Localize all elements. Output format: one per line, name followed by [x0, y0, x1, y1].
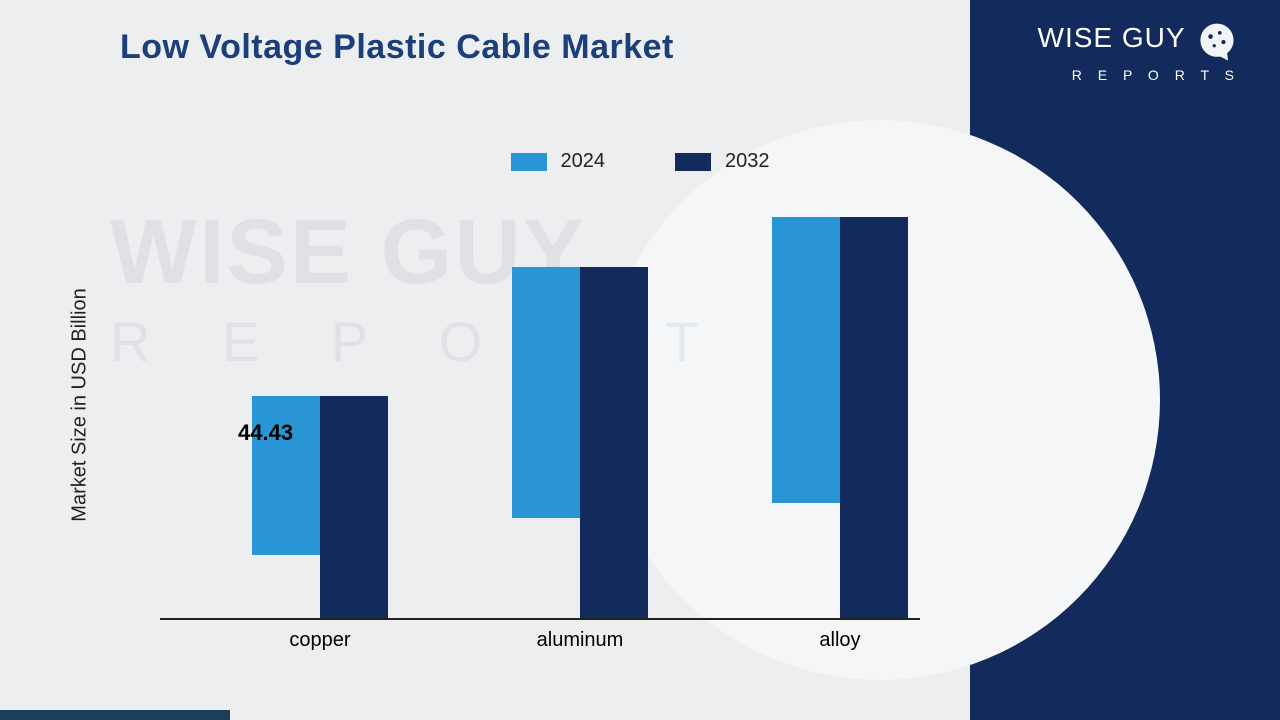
legend-label-2024: 2024 [561, 150, 606, 173]
chart-canvas: WISE GUY R E P O R T S Low Voltage Plast… [0, 0, 1280, 720]
brand-logo: WISE GUY R E P O R T S [1038, 20, 1240, 83]
x-label-copper: copper [230, 629, 410, 652]
bar-aluminum-2024 [512, 267, 580, 518]
brand-line1: WISE GUY [1038, 22, 1186, 53]
y-axis-label: Market Size in USD Billion [69, 288, 92, 521]
chart-area: Market Size in USD Billion copperaluminu… [100, 190, 920, 660]
legend-item-2024: 2024 [511, 150, 606, 173]
brand-line2: R E P O R T S [1038, 68, 1240, 83]
legend: 2024 2032 [0, 150, 1280, 173]
bar-group-aluminum: aluminum [490, 267, 670, 618]
legend-swatch-2032 [675, 153, 711, 171]
x-label-alloy: alloy [750, 629, 930, 652]
value-callout: 44.43 [238, 420, 293, 446]
plot-area: copperaluminumalloy44.43 [160, 190, 920, 620]
bar-alloy-2024 [772, 217, 840, 504]
legend-item-2032: 2032 [675, 150, 770, 173]
legend-swatch-2024 [511, 153, 547, 171]
legend-label-2032: 2032 [725, 150, 770, 173]
chart-title: Low Voltage Plastic Cable Market [120, 28, 674, 67]
bar-group-alloy: alloy [750, 217, 930, 618]
bar-copper-2032 [320, 396, 388, 618]
bar-aluminum-2032 [580, 267, 648, 618]
footer-accent-bar [0, 710, 230, 720]
x-label-aluminum: aluminum [490, 629, 670, 652]
bar-alloy-2032 [840, 217, 908, 618]
head-icon [1194, 20, 1240, 66]
